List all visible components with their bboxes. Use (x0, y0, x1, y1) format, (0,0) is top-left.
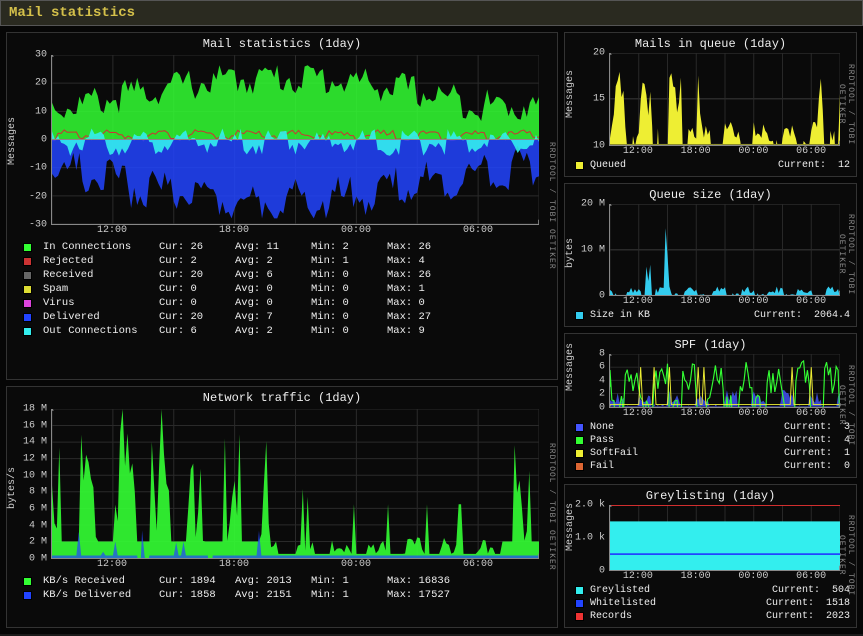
legend-row: SoftFailCurrent: 1 (575, 447, 850, 460)
legend-row: VirusCur: 0Avg: 0Min: 0Max: 0 (23, 296, 551, 310)
legend-row: FailCurrent: 0 (575, 460, 850, 473)
chart-area: ▲▶ (609, 505, 840, 572)
chart-area: ▲▶ (609, 204, 840, 297)
legend-row: RejectedCur: 2Avg: 2Min: 1Max: 4 (23, 254, 551, 268)
series-name: Virus (43, 296, 153, 310)
chart-title: SPF (1day) (565, 334, 856, 354)
legend-row: WhitelistedCurrent: 1518 (575, 597, 850, 610)
queue_mails-panel: Mails in queue (1day) RRDTOOL / TOBI OET… (564, 32, 857, 177)
legend: In ConnectionsCur: 26Avg: 11Min: 2Max: 2… (7, 238, 557, 344)
chart-title: Mails in queue (1day) (565, 33, 856, 53)
series-name: Fail (590, 460, 680, 473)
color-swatch (23, 285, 32, 294)
legend-row: QueuedCurrent: 12 (575, 159, 850, 172)
series-name: Queued (590, 159, 680, 172)
chart-area: ▲▶ (609, 354, 840, 408)
series-name: Records (590, 610, 680, 623)
legend-row: KB/s ReceivedCur: 1894Avg: 2013Min: 1Max… (23, 574, 551, 588)
y-ticks: 01.0 k2.0 k (565, 505, 607, 572)
color-swatch (23, 313, 32, 322)
series-name: Pass (590, 434, 680, 447)
x-ticks: 12:0018:0000:0006:00 (609, 146, 840, 157)
series-name: Rejected (43, 254, 153, 268)
chart-area: ▲▶ (51, 55, 539, 225)
y-ticks: 0 M2 M4 M6 M8 M10 M12 M14 M16 M18 M (7, 409, 49, 559)
series-name: None (590, 421, 680, 434)
color-swatch (23, 327, 32, 336)
page-title: Mail statistics (0, 0, 863, 26)
legend-row: ReceivedCur: 20Avg: 6Min: 0Max: 26 (23, 268, 551, 282)
series-name: Spam (43, 282, 153, 296)
legend-row: Out ConnectionsCur: 6Avg: 2Min: 0Max: 9 (23, 324, 551, 338)
chart-title: Mail statistics (1day) (7, 33, 557, 53)
series-name: Size in KB (590, 309, 680, 322)
color-swatch (575, 586, 584, 595)
series-name: Delivered (43, 310, 153, 324)
legend-row: NoneCurrent: 3 (575, 421, 850, 434)
color-swatch (575, 423, 584, 432)
legend-row: In ConnectionsCur: 26Avg: 11Min: 2Max: 2… (23, 240, 551, 254)
mail-stats-panel: Mail statistics (1day) RRDTOOL / TOBI OE… (6, 32, 558, 380)
color-swatch (575, 449, 584, 458)
legend-row: RecordsCurrent: 2023 (575, 610, 850, 623)
color-swatch (575, 612, 584, 621)
chart-title: Greylisting (1day) (565, 485, 856, 505)
series-name: SoftFail (590, 447, 680, 460)
chart-title: Network traffic (1day) (7, 387, 557, 407)
legend-row: DeliveredCur: 20Avg: 7Min: 0Max: 27 (23, 310, 551, 324)
series-name: Whitelisted (590, 597, 680, 610)
spf-panel: SPF (1day) RRDTOOL / TOBI OETIKER Messag… (564, 333, 857, 478)
x-ticks: 12:0018:0000:0006:00 (609, 408, 840, 419)
color-swatch (23, 271, 32, 280)
chart-area: ▲▶ (609, 53, 840, 146)
series-name: Greylisted (590, 584, 680, 597)
series-name: Received (43, 268, 153, 282)
color-swatch (23, 257, 32, 266)
series-name: Out Connections (43, 324, 153, 338)
series-name: In Connections (43, 240, 153, 254)
y-ticks: 101520 (565, 53, 607, 146)
x-ticks: 12:0018:0000:0006:00 (609, 296, 840, 307)
legend-row: GreylistedCurrent: 504 (575, 584, 850, 597)
x-ticks: 12:0018:0000:0006:00 (51, 559, 539, 570)
legend-row: Size in KBCurrent: 2064.4 (575, 309, 850, 322)
y-ticks: 010 M20 M (565, 204, 607, 297)
color-swatch (575, 436, 584, 445)
x-ticks: 12:0018:0000:0006:00 (609, 571, 840, 582)
legend: QueuedCurrent: 12 (565, 157, 856, 176)
legend: Size in KBCurrent: 2064.4 (565, 307, 856, 326)
legend: NoneCurrent: 3PassCurrent: 4SoftFailCurr… (565, 419, 856, 477)
color-swatch (575, 462, 584, 471)
legend-row: KB/s DeliveredCur: 1858Avg: 2151Min: 1Ma… (23, 588, 551, 602)
legend-row: PassCurrent: 4 (575, 434, 850, 447)
legend-row: SpamCur: 0Avg: 0Min: 0Max: 1 (23, 282, 551, 296)
dashboard: Mail statistics (1day) RRDTOOL / TOBI OE… (0, 26, 863, 634)
y-ticks: 02468 (565, 354, 607, 408)
legend: KB/s ReceivedCur: 1894Avg: 2013Min: 1Max… (7, 572, 557, 608)
color-swatch (575, 599, 584, 608)
y-ticks: -30-20-100102030 (7, 55, 49, 225)
queue_size-panel: Queue size (1day) RRDTOOL / TOBI OETIKER… (564, 183, 857, 328)
color-swatch (23, 299, 32, 308)
color-swatch (575, 311, 584, 320)
x-ticks: 12:0018:0000:0006:00 (51, 225, 539, 236)
color-swatch (23, 243, 32, 252)
color-swatch (575, 161, 584, 170)
legend: GreylistedCurrent: 504WhitelistedCurrent… (565, 582, 856, 627)
greylisting-panel: Greylisting (1day) RRDTOOL / TOBI OETIKE… (564, 484, 857, 629)
chart-area: ▲▶ (51, 409, 539, 559)
network-panel: Network traffic (1day) RRDTOOL / TOBI OE… (6, 386, 558, 628)
chart-title: Queue size (1day) (565, 184, 856, 204)
